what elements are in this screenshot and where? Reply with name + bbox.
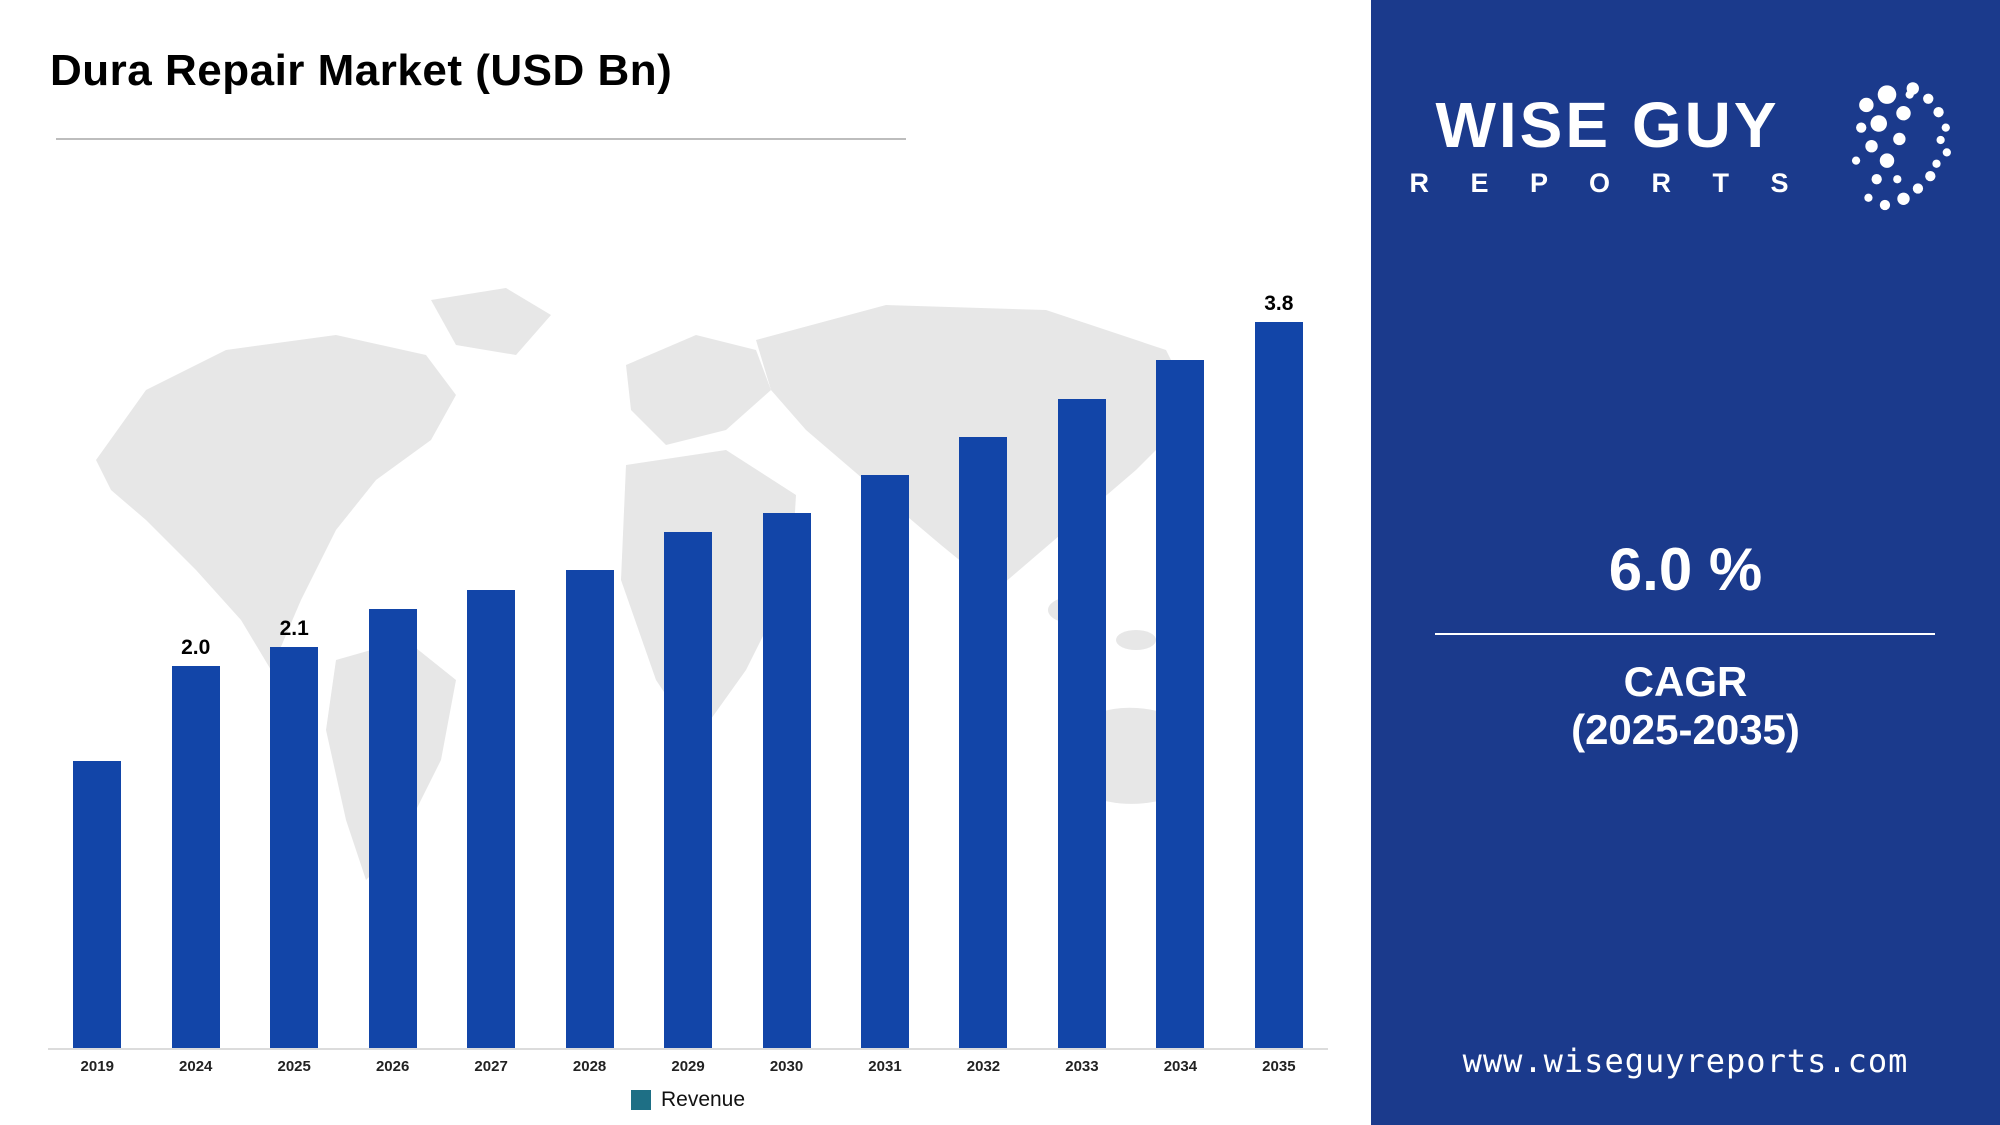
revenue-bar [664,532,713,1048]
dotted-head-icon [1851,82,1951,211]
cagr-label-line2: (2025-2035) [1571,706,1800,754]
chart-legend: Revenue [48,1085,1328,1115]
bar-chart: 2.0 2.1 3.8 2019 2024 2025 2026 2027 2028 2029 20… [48,286,1328,1115]
logo-subtitle: R E P O R T S [1409,168,1806,198]
bar-column: 2.1 [245,617,343,1048]
revenue-bar [959,437,1008,1048]
x-axis-label: 2030 [769,1058,804,1075]
bar-column [1131,360,1229,1048]
bar-column [343,609,441,1048]
legend-label: Revenue [660,1088,746,1111]
bar-column [1033,399,1131,1048]
x-axis-labels: 2019 2024 2025 2026 2027 2028 2029 2030 2031 2032… [48,1050,1328,1075]
x-axis-label: 2034 [1163,1058,1198,1075]
cagr-divider [1435,633,1935,635]
revenue-bar [73,761,122,1048]
bar-value-label: 3.8 [1264,292,1294,315]
revenue-bar [565,570,614,1048]
revenue-bar [860,475,909,1048]
page-title: Dura Repair Market (USD Bn) [50,46,673,95]
x-axis-label: 2029 [671,1058,705,1075]
bar-value-label: 2.0 [181,636,211,659]
revenue-bar [270,647,319,1048]
x-axis-label: 2032 [966,1058,1001,1075]
x-axis-label: 2024 [179,1058,213,1075]
bar-column: 3.8 [1230,292,1328,1048]
website-url: www.wiseguyreports.com [1462,1042,1909,1080]
bar-column [737,513,835,1048]
brand-panel: WISE GUY R E P O R T S 6.0 % CAGR (2025-… [1371,0,2000,1125]
bar-column [442,590,540,1048]
x-axis-label: 2033 [1065,1058,1099,1075]
bar-column [836,475,934,1048]
cagr-value: 6.0 % [1608,536,1763,603]
revenue-bar [1156,360,1205,1048]
revenue-bar [762,513,811,1048]
revenue-bar [171,666,220,1048]
x-axis-label: 2025 [277,1058,311,1075]
bars-row: 2.0 2.1 3.8 [48,286,1328,1050]
chart-panel: Dura Repair Market (USD Bn) 2.0 2.1 3.8 [48,46,1328,1115]
title-underline [56,138,906,140]
bar-column [48,761,146,1048]
legend-swatch [630,1090,651,1110]
x-axis-label: 2026 [375,1058,410,1075]
x-axis-label: 2028 [572,1058,607,1075]
logo-text: WISE GUY R E P O R T S [1409,88,1805,199]
cagr-label-line1: CAGR [1623,658,1748,705]
bar-column: 2.0 [146,636,244,1048]
x-axis-label: 2027 [474,1058,508,1075]
revenue-bar [1057,399,1106,1048]
bar-column [639,532,737,1048]
x-axis-label: 2035 [1262,1058,1296,1075]
x-axis-label: 2031 [868,1058,902,1075]
revenue-bar [368,609,417,1048]
revenue-bar [467,590,516,1048]
x-axis-label: 2019 [80,1058,114,1075]
bar-column [540,570,638,1048]
logo-wordmark: WISE GUY [1435,89,1780,161]
wiseguy-logo: WISE GUY R E P O R T S [1371,82,2000,239]
cagr-label: CAGR (2025-2035) [1371,658,2000,755]
bar-column [934,437,1032,1048]
bar-value-label: 2.1 [279,617,309,640]
revenue-bar [1254,322,1303,1048]
